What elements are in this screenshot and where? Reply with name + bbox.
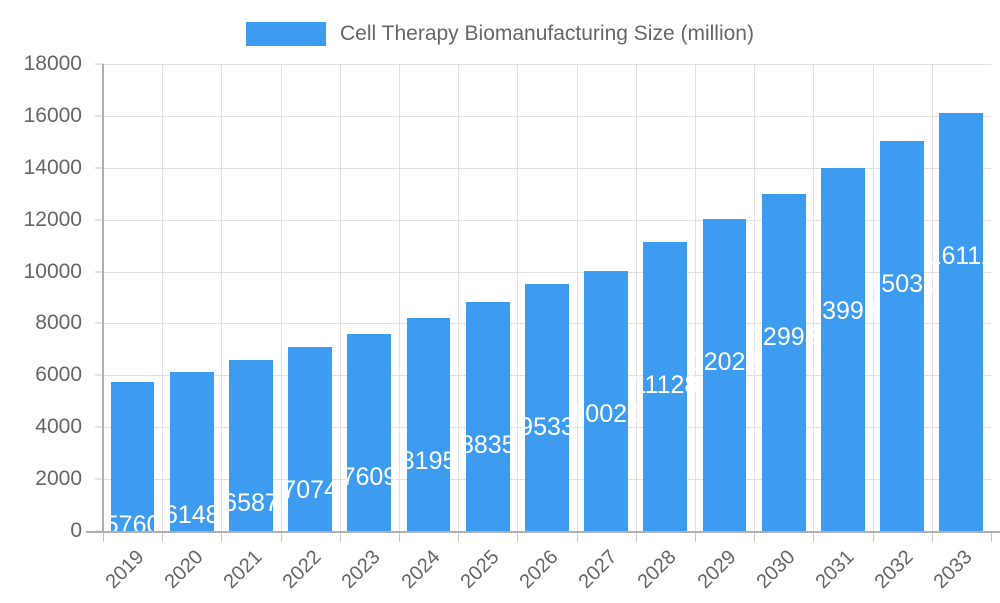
gridline-horizontal [103, 115, 991, 117]
gridline-vertical [576, 64, 578, 531]
x-axis-tick-label: 2024 [397, 546, 445, 594]
gridline-vertical [813, 64, 815, 531]
x-axis-tick-mark [991, 533, 992, 542]
y-axis-tick-label: 8000 [35, 311, 82, 335]
bar-2021[interactable]: 6587 [223, 64, 279, 531]
bar-rect[interactable] [110, 381, 155, 531]
gridline-vertical [872, 64, 874, 531]
bar-2031[interactable]: 13998 [808, 64, 878, 531]
bar-2025[interactable]: 8835 [460, 64, 516, 531]
bar-rect[interactable] [525, 283, 569, 531]
bar-rect[interactable] [702, 219, 747, 531]
y-axis-tick-label: 10000 [23, 259, 82, 283]
x-axis-tick-label: 2023 [337, 546, 385, 594]
bar-rect[interactable] [169, 371, 214, 531]
x-axis-tick-label: 2028 [633, 546, 681, 594]
bar-2023[interactable]: 7609 [342, 64, 397, 531]
gridline-vertical [280, 64, 282, 531]
bar-rect[interactable] [347, 333, 392, 531]
x-axis-tick-label: 2033 [929, 546, 977, 594]
bar-rect[interactable] [821, 167, 865, 531]
y-axis-tick-label: 6000 [35, 363, 82, 387]
plot-area: 5760 6148 6587 7074 7609 8195 8835 9533 10029 111… [103, 64, 995, 539]
bar-rect[interactable] [288, 347, 333, 531]
bar-rect[interactable] [406, 318, 451, 531]
bar-2027[interactable]: 10029 [571, 64, 641, 531]
bar-2028[interactable]: 11128 [632, 64, 698, 531]
chart-legend[interactable]: Cell Therapy Biomanufacturing Size (mill… [0, 14, 1000, 54]
bar-rect[interactable] [229, 360, 273, 531]
x-axis-tick-label: 2026 [515, 546, 563, 594]
gridline-vertical [517, 64, 519, 531]
gridline-vertical [695, 64, 696, 531]
x-axis-tick-label: 2022 [278, 546, 326, 594]
bar-2026[interactable]: 9533 [519, 64, 575, 531]
x-axis-tick-mark [458, 533, 460, 542]
x-axis-tick-mark [635, 533, 637, 542]
x-axis-tick-label: 2030 [752, 546, 800, 594]
bar-rect[interactable] [939, 112, 984, 531]
y-axis-line [102, 64, 104, 532]
x-axis-line [86, 531, 1000, 533]
x-axis-tick-label: 2021 [219, 546, 267, 594]
y-axis-tick-label: 4000 [35, 415, 82, 439]
bar-rect[interactable] [880, 141, 925, 531]
gridline-vertical [635, 64, 637, 531]
y-axis-tick-label: 18000 [23, 52, 82, 75]
x-axis-tick-mark [872, 533, 874, 542]
y-axis-tick-label: 12000 [23, 207, 82, 231]
y-axis-tick-label: 14000 [23, 155, 82, 179]
x-axis-tick-label: 2025 [456, 546, 504, 594]
gridline-vertical [754, 64, 756, 531]
x-axis-tick-mark [695, 533, 696, 542]
y-axis-tick-label: 16000 [23, 103, 82, 127]
x-axis-tick-mark [162, 533, 164, 542]
gridline-vertical [399, 64, 400, 531]
x-axis-tick-mark [813, 533, 815, 542]
bar-2022[interactable]: 7074 [282, 64, 338, 531]
legend-color-swatch [246, 22, 327, 46]
legend-label: Cell Therapy Biomanufacturing Size (mill… [340, 22, 754, 45]
y-axis-tick-label: 2000 [35, 467, 82, 491]
x-axis-tick-label: 2029 [693, 546, 741, 594]
x-axis-tick-mark [931, 533, 933, 542]
bar-2033[interactable]: 16112 [928, 64, 995, 531]
bar-2032[interactable]: 15030 [867, 64, 937, 531]
x-axis-tick-label: 2027 [574, 546, 622, 594]
x-axis-tick-mark [103, 533, 104, 542]
bar-2019[interactable]: 5760 [105, 64, 160, 539]
x-axis-tick-label: 2020 [160, 546, 208, 594]
bar-rect[interactable] [465, 301, 510, 531]
gridline-horizontal [103, 271, 991, 273]
gridline-vertical [458, 64, 460, 531]
gridline-vertical [162, 64, 164, 531]
bar-rect[interactable] [584, 270, 629, 531]
gridline-vertical [931, 64, 933, 531]
y-axis-tick-label: 0 [70, 519, 82, 542]
x-axis-tick-mark [754, 533, 756, 542]
gridline-vertical [339, 64, 341, 531]
bar-rect[interactable] [643, 242, 688, 531]
x-axis-tick-mark [280, 533, 282, 542]
gridline-horizontal [103, 64, 991, 65]
gridline-horizontal [103, 167, 991, 169]
bar-2029[interactable]: 12023 [690, 64, 759, 531]
gridline-horizontal [103, 219, 991, 221]
gridline-vertical [221, 64, 223, 531]
x-axis-tick-mark [399, 533, 400, 542]
bar-2024[interactable]: 8195 [401, 64, 456, 531]
x-axis-tick-label: 2032 [870, 546, 918, 594]
x-axis-tick-label: 2019 [101, 546, 149, 594]
x-axis-tick-mark [221, 533, 223, 542]
bar-rect[interactable] [761, 193, 806, 531]
x-axis-tick-mark [576, 533, 578, 542]
x-axis-tick-mark [517, 533, 519, 542]
bar-2020[interactable]: 6148 [164, 64, 220, 531]
bar-2030[interactable]: 12998 [749, 64, 819, 531]
x-axis-tick-mark [339, 533, 341, 542]
x-axis-tick-label: 2031 [811, 546, 859, 594]
